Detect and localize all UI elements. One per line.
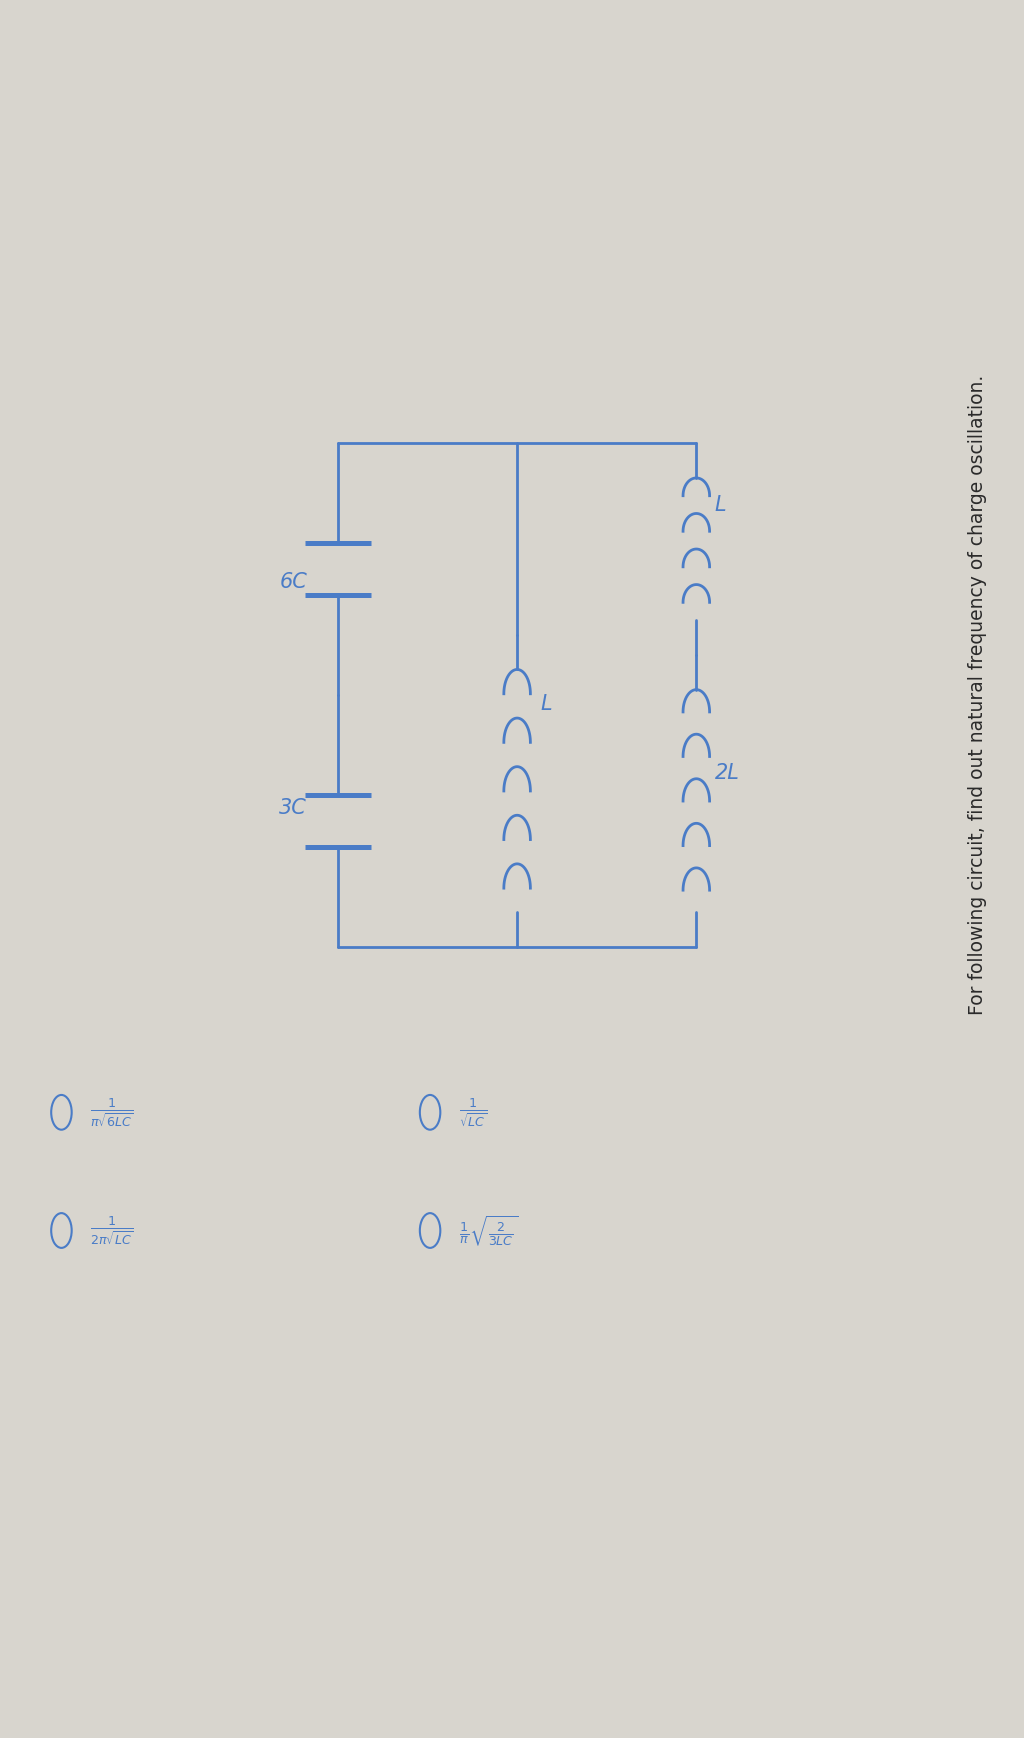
Text: 3C: 3C (280, 798, 307, 819)
Text: $\frac{1}{\pi}\sqrt{\frac{2}{3LC}}$: $\frac{1}{\pi}\sqrt{\frac{2}{3LC}}$ (459, 1213, 518, 1248)
Text: $\frac{1}{\pi\sqrt{6LC}}$: $\frac{1}{\pi\sqrt{6LC}}$ (90, 1097, 134, 1128)
Text: For following circuit, find out natural frequency of charge oscillation.: For following circuit, find out natural … (969, 375, 987, 1015)
Text: 6C: 6C (280, 572, 307, 593)
Text: $\frac{1}{2\pi\sqrt{LC}}$: $\frac{1}{2\pi\sqrt{LC}}$ (90, 1215, 134, 1246)
Text: 2L: 2L (715, 763, 739, 784)
Text: $\frac{1}{\sqrt{LC}}$: $\frac{1}{\sqrt{LC}}$ (459, 1097, 487, 1128)
Text: L: L (541, 693, 552, 714)
Text: L: L (715, 495, 726, 516)
